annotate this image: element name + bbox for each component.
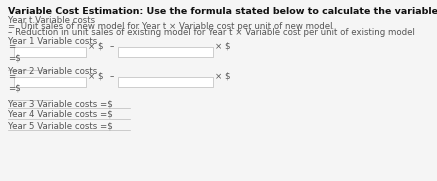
Text: =: = (8, 72, 15, 81)
Text: Year 1 Variable costs: Year 1 Variable costs (8, 37, 97, 46)
Bar (14, 47, 86, 57)
Text: Year t Variable costs: Year t Variable costs (8, 16, 95, 25)
Text: –: – (110, 42, 114, 51)
Bar (118, 77, 213, 87)
Text: × $: × $ (88, 42, 104, 51)
Text: – Reduction in unit sales of existing model for Year t × Variable cost per unit : – Reduction in unit sales of existing mo… (8, 28, 415, 37)
Text: =$: =$ (8, 84, 21, 93)
Text: Variable Cost Estimation: Use the formula stated below to calculate the variable: Variable Cost Estimation: Use the formul… (8, 7, 437, 16)
Text: Year 3 Variable costs =$: Year 3 Variable costs =$ (8, 99, 113, 108)
Text: Year 4 Variable costs =$: Year 4 Variable costs =$ (8, 110, 113, 119)
Text: × $: × $ (215, 42, 230, 51)
Text: × $: × $ (215, 72, 230, 81)
Text: =$: =$ (8, 54, 21, 63)
Text: =  Unit sales of new model for Year t × Variable cost per unit of new model: = Unit sales of new model for Year t × V… (8, 22, 333, 31)
Text: Year 2 Variable costs: Year 2 Variable costs (8, 67, 97, 76)
Text: =: = (8, 42, 15, 51)
Bar (14, 77, 86, 87)
Text: × $: × $ (88, 72, 104, 81)
Text: –: – (110, 72, 114, 81)
Text: Year 5 Variable costs =$: Year 5 Variable costs =$ (8, 121, 113, 130)
Bar (118, 47, 213, 57)
